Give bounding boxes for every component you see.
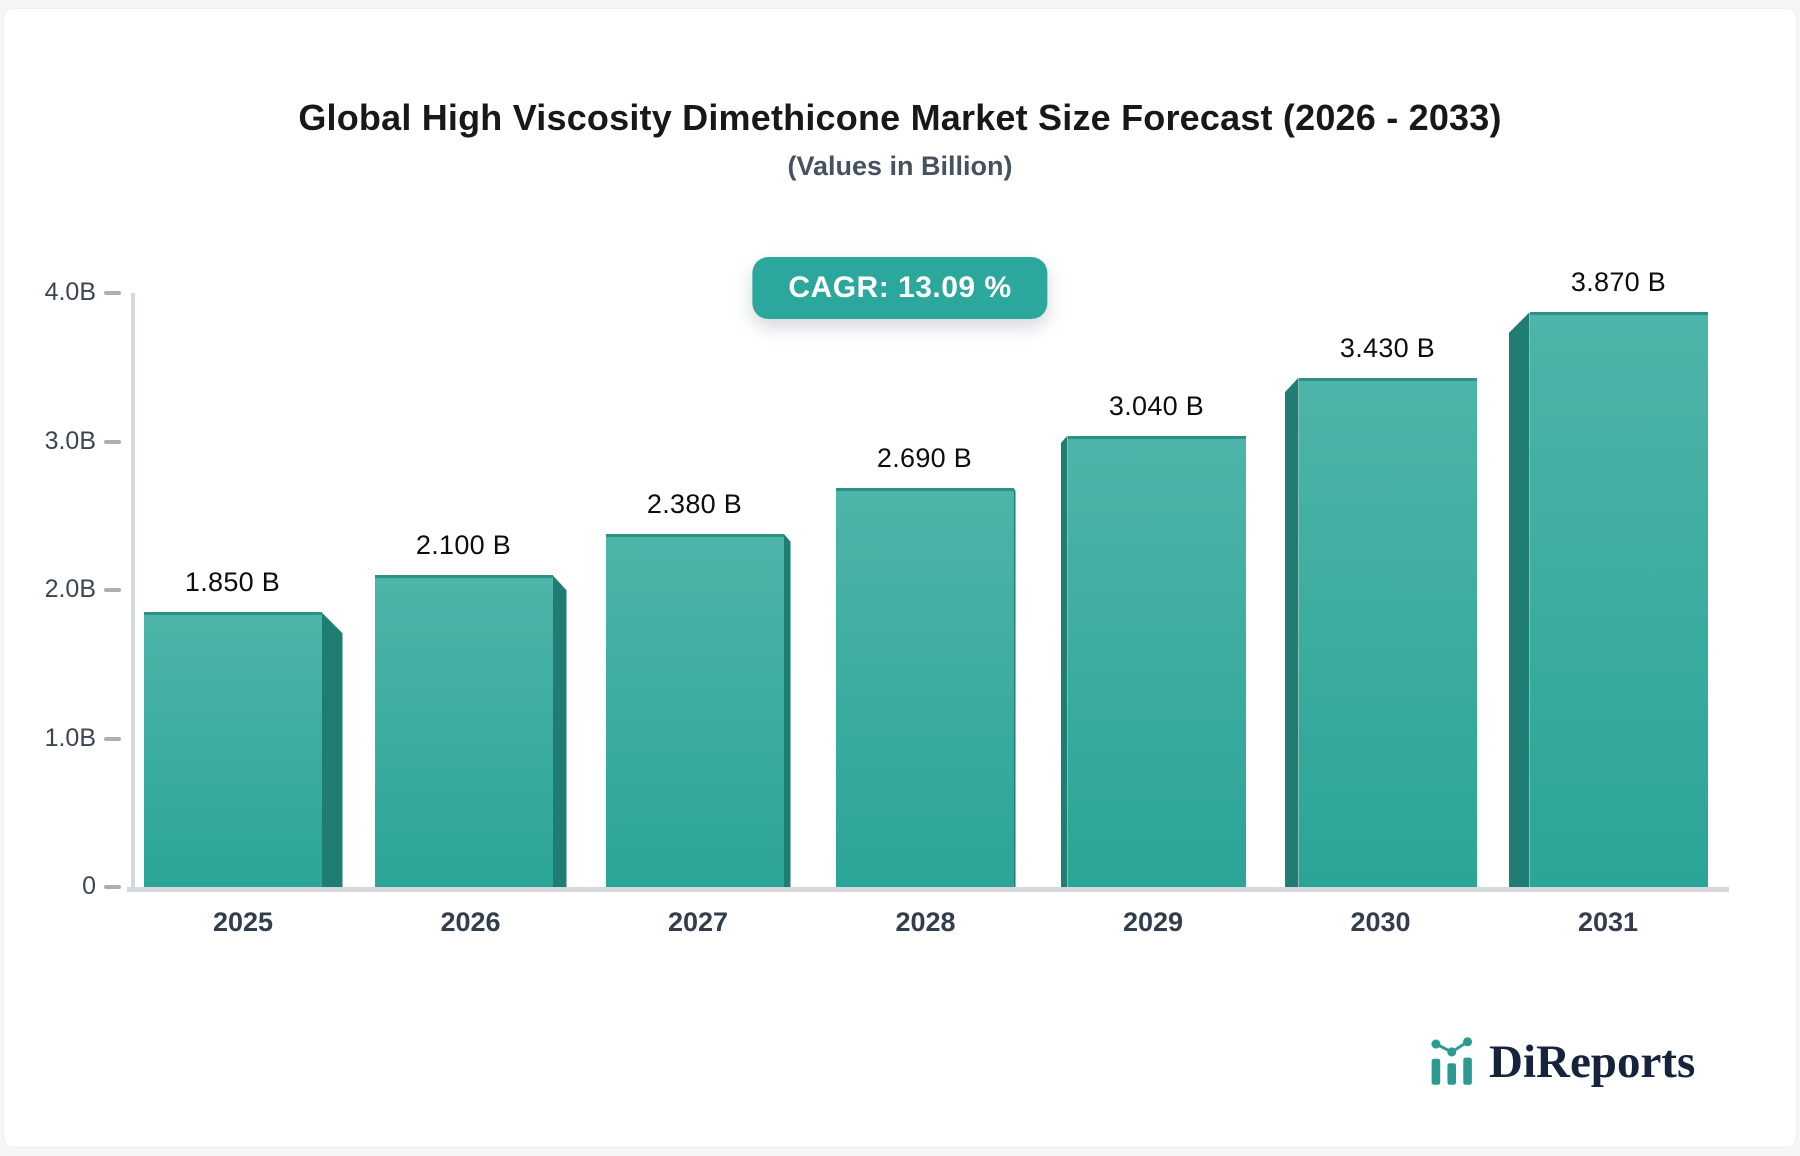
bar-line-chart-icon: [1431, 1037, 1473, 1085]
bar-value-label: 2.100 B: [415, 530, 512, 561]
y-tick-mark: [104, 291, 121, 295]
x-axis-label-2025: 2025: [212, 907, 274, 937]
bar-side-face: [1013, 487, 1016, 889]
bar-face: [605, 533, 784, 889]
bar-2025: [143, 612, 343, 889]
bar-side-face: [1284, 377, 1299, 889]
bar-side-face: [783, 533, 791, 889]
x-axis-label-2030: 2030: [1350, 907, 1411, 937]
x-axis-label-2031: 2031: [1577, 907, 1639, 937]
chart: 4.0B 3.0B 2.0B 1.0B 0 1.850 B 2025 2.100 B 2026 2…: [4, 9, 1796, 1147]
y-tick-mark: [104, 588, 121, 592]
bar-face: [143, 612, 322, 889]
x-axis-line: [127, 887, 1730, 892]
bar-face: [374, 575, 553, 889]
x-axis-label-2026: 2026: [440, 907, 501, 937]
bar-2030: [1284, 377, 1477, 889]
y-axis-tick-label: 3.0B: [44, 426, 96, 455]
bar-2028: [835, 487, 1016, 889]
y-axis-tick-label: 4.0B: [44, 278, 96, 306]
y-axis-tick-label: 2.0B: [44, 575, 96, 603]
bar-value-label: 1.850 B: [184, 567, 281, 598]
y-axis-tick-label: 0: [82, 872, 96, 900]
bar-2031: [1508, 312, 1708, 889]
bar-2029: [1060, 435, 1246, 889]
chart-card: Global High Viscosity Dimethicone Market…: [3, 8, 1797, 1148]
bar-side-face: [1508, 312, 1530, 889]
y-tick-mark: [104, 885, 121, 889]
chart-subtitle: (Values in Billion): [787, 151, 1013, 181]
y-tick-mark: [104, 736, 121, 741]
bar-value-label: 3.430 B: [1339, 332, 1436, 363]
y-tick-mark: [104, 439, 121, 444]
bar-2026: [374, 575, 567, 889]
bar-face: [1529, 312, 1708, 889]
x-axis-label-2028: 2028: [895, 907, 956, 937]
bar-face: [1298, 377, 1477, 889]
y-axis-line: [131, 293, 135, 891]
chart-title: Global High Viscosity Dimethicone Market…: [298, 97, 1502, 138]
x-axis-label-2029: 2029: [1122, 907, 1184, 937]
bar-value-label: 2.380 B: [646, 488, 743, 519]
cagr-badge: CAGR: 13.09 %: [752, 257, 1048, 319]
bar-side-face: [321, 612, 343, 889]
bar-2027: [605, 533, 791, 889]
bar-side-face: [1060, 435, 1068, 889]
x-axis-label-2027: 2027: [667, 907, 729, 937]
bar-value-label: 2.690 B: [876, 442, 973, 473]
bar-face: [835, 487, 1014, 889]
bar-value-label: 3.870 B: [1570, 267, 1667, 298]
y-axis-tick-label: 1.0B: [44, 723, 96, 752]
logo-text: DiReports: [1489, 1036, 1696, 1088]
bar-face: [1067, 435, 1246, 889]
direports-logo: DiReports: [1428, 1035, 1695, 1087]
bar-value-label: 3.040 B: [1108, 390, 1205, 421]
bar-side-face: [552, 575, 567, 889]
